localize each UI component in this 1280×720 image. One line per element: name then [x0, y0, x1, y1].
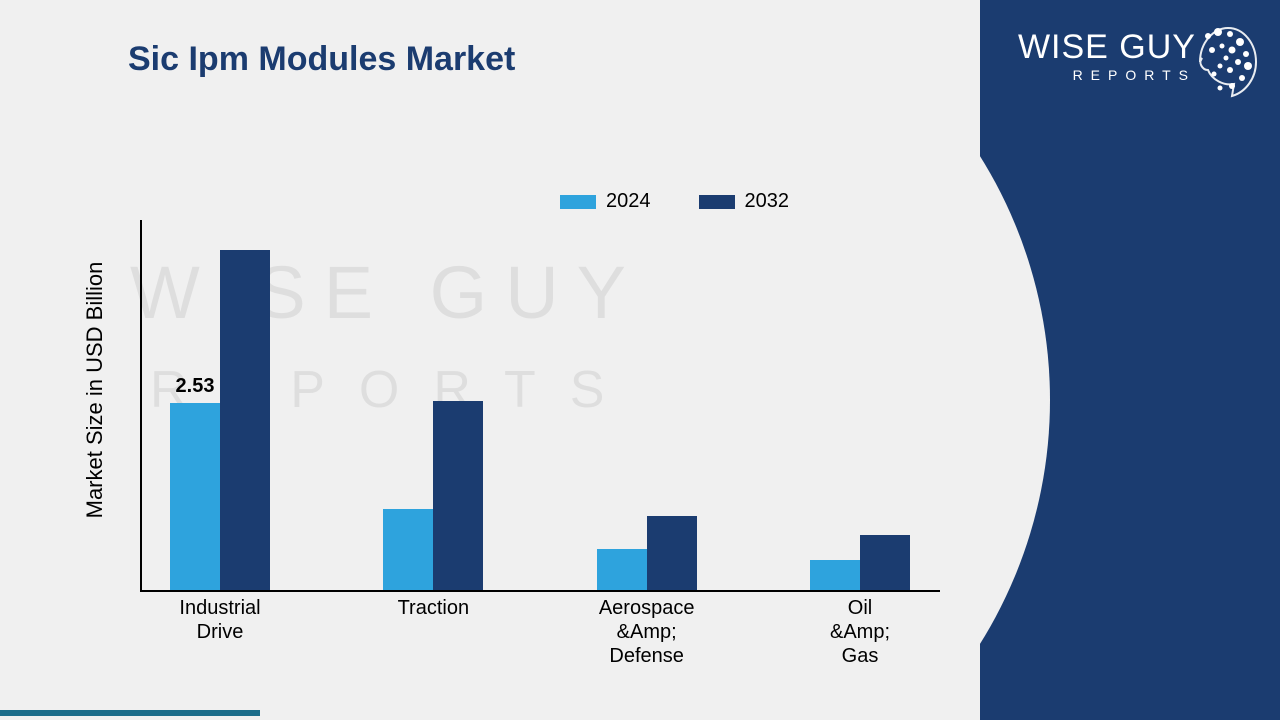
x-axis: [140, 590, 940, 592]
legend-swatch-2032: [699, 195, 735, 209]
logo-head-icon: [1190, 22, 1260, 102]
legend-item-2024: 2024: [560, 190, 651, 213]
category-label: IndustrialDrive: [120, 596, 320, 644]
category-label: Aerospace&Amp;Defense: [547, 596, 747, 668]
chart-stage: WISE GUY REPORTS Sic Ipm Modules Market …: [0, 0, 1280, 720]
bottom-accent-rule: [0, 710, 260, 716]
brand-logo: WISE GUY REPORTS: [1018, 28, 1196, 83]
bar-2032: [860, 535, 910, 591]
legend-label-2032: 2032: [745, 190, 790, 213]
bar-2032: [220, 250, 270, 590]
legend: 2024 2032: [560, 190, 789, 213]
bar-2024: [170, 403, 220, 590]
logo-line2: REPORTS: [1018, 67, 1196, 83]
legend-item-2032: 2032: [699, 190, 790, 213]
logo-line1: WISE GUY: [1018, 28, 1196, 67]
bar-2024: [597, 549, 647, 590]
legend-label-2024: 2024: [606, 190, 651, 213]
chart-title: Sic Ipm Modules Market: [128, 40, 515, 79]
category-label: Traction: [333, 596, 533, 620]
bar-2032: [647, 516, 697, 590]
category-label: Oil&Amp;Gas: [760, 596, 960, 668]
y-axis-label: Market Size in USD Billion: [82, 200, 108, 580]
y-axis: [140, 220, 142, 590]
bar-value-label: 2.53: [158, 375, 232, 398]
legend-swatch-2024: [560, 195, 596, 209]
bar-2032: [433, 401, 483, 590]
bar-2024: [383, 509, 433, 590]
bar-2024: [810, 560, 860, 590]
